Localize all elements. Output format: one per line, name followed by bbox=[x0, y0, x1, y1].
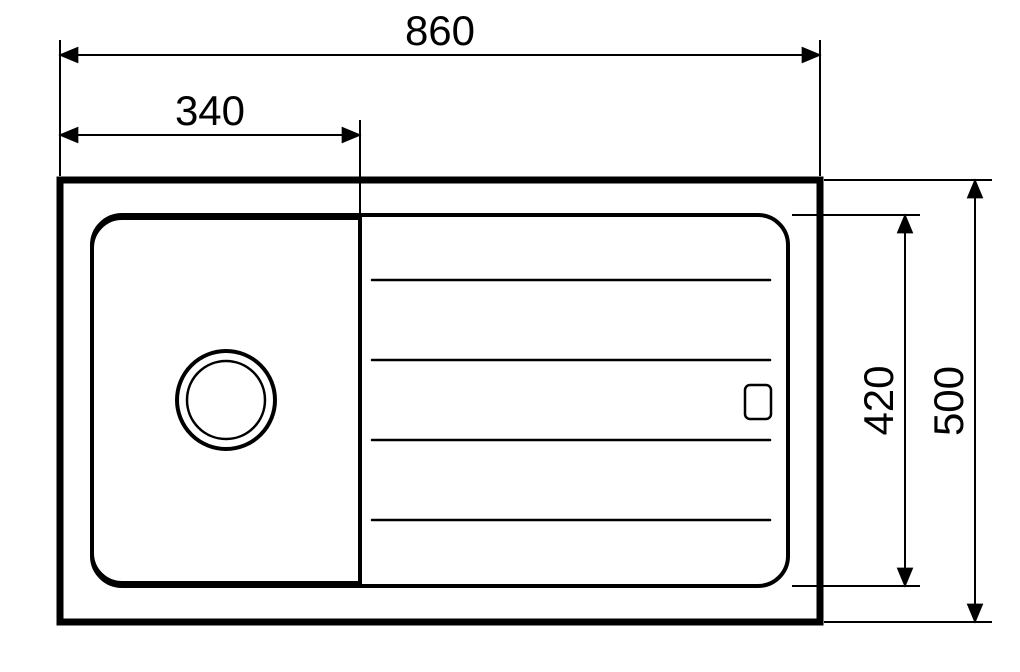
basin-outline bbox=[92, 218, 360, 583]
sink-inner-edge bbox=[92, 215, 788, 586]
sink-outer-edge bbox=[60, 180, 820, 622]
sink-technical-drawing: 860 340 500 420 bbox=[0, 0, 1020, 672]
dim-width-basin-label: 340 bbox=[175, 87, 245, 134]
dim-height-total-label: 500 bbox=[925, 366, 972, 436]
dim-height-inner-label: 420 bbox=[855, 365, 902, 435]
drain-inner bbox=[187, 361, 265, 439]
dim-width-total-label: 860 bbox=[405, 7, 475, 54]
overflow-slot bbox=[745, 385, 771, 419]
drain-outer bbox=[177, 351, 275, 449]
